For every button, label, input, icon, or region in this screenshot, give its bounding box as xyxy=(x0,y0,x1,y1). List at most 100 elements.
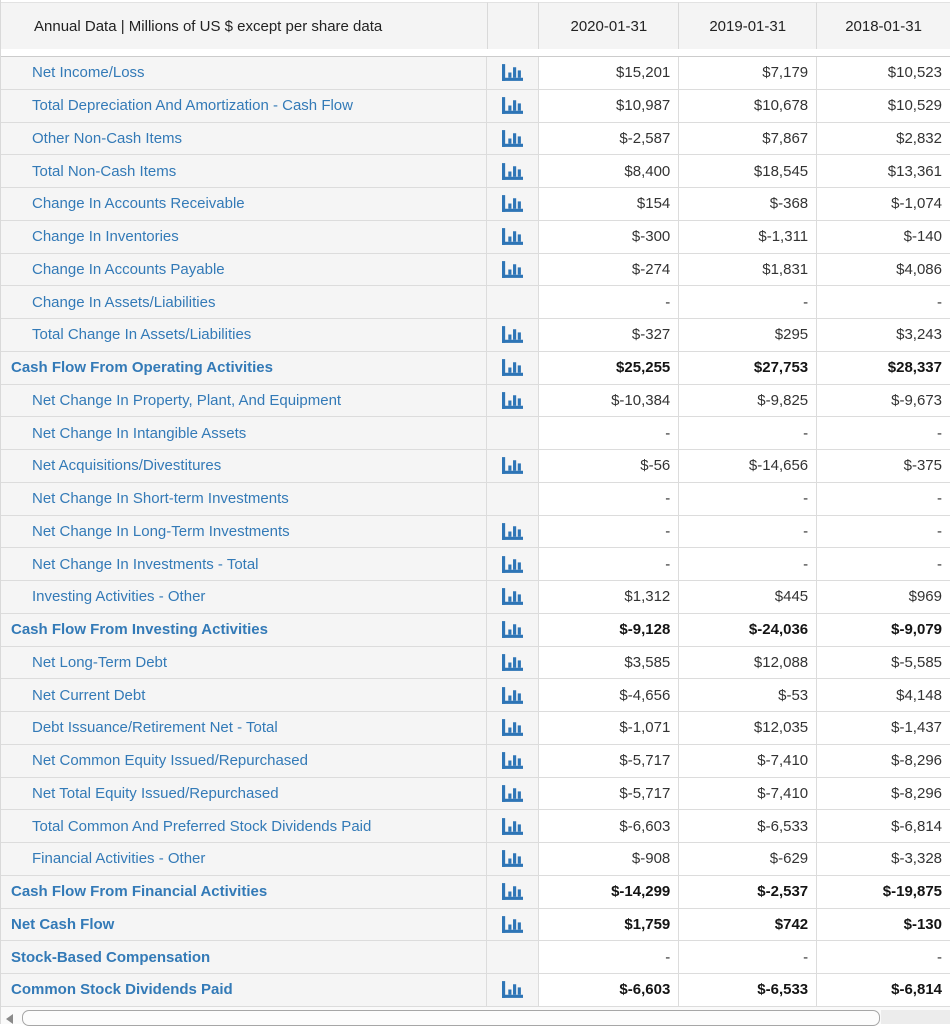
row-label-link[interactable]: Change In Inventories xyxy=(32,228,179,246)
chart-link[interactable] xyxy=(502,653,524,671)
row-label-link[interactable]: Net Long-Term Debt xyxy=(32,653,168,671)
chart-link[interactable] xyxy=(502,522,524,540)
horizontal-scrollbar[interactable] xyxy=(1,1007,950,1026)
value-cell: $-5,585 xyxy=(816,646,950,679)
bar-chart-icon xyxy=(502,522,524,540)
row-label-link[interactable]: Net Change In Intangible Assets xyxy=(32,424,247,442)
chart-link[interactable] xyxy=(502,883,524,901)
row-label-cell: Net Change In Investments - Total xyxy=(1,548,487,580)
value-2020: $-14,299 xyxy=(611,883,671,901)
chart-link[interactable] xyxy=(502,752,524,770)
table-row: Cash Flow From Financial Activities $-14… xyxy=(1,875,950,909)
value-cell: $-3,328 xyxy=(816,843,950,875)
chart-link[interactable] xyxy=(502,228,524,246)
row-label-link[interactable]: Other Non-Cash Items xyxy=(32,129,183,147)
row-label-link[interactable]: Net Change In Property, Plant, And Equip… xyxy=(32,391,342,409)
value-cell: $4,086 xyxy=(816,253,950,286)
value-cell: $-9,128 xyxy=(538,613,678,646)
row-label-link[interactable]: Net Change In Investments - Total xyxy=(32,555,259,573)
value-cell: $-2,537 xyxy=(678,875,816,908)
row-label-link[interactable]: Total Change In Assets/Liabilities xyxy=(32,326,252,344)
chart-link[interactable] xyxy=(502,850,524,868)
row-label-cell: Net Change In Short-term Investments xyxy=(1,482,487,515)
chart-link[interactable] xyxy=(502,260,524,278)
chart-link[interactable] xyxy=(502,915,524,933)
row-label-link[interactable]: Common Stock Dividends Paid xyxy=(11,981,233,999)
row-label-link[interactable]: Net Common Equity Issued/Repurchased xyxy=(32,752,308,770)
table-row: Change In Accounts Payable $-274 $1,831 … xyxy=(1,253,950,287)
value-2019: $-1,311 xyxy=(758,228,809,246)
row-label-link[interactable]: Net Change In Short-term Investments xyxy=(32,490,289,508)
value-2020: $-56 xyxy=(640,457,671,475)
chart-link[interactable] xyxy=(502,162,524,180)
chart-link[interactable] xyxy=(502,555,524,573)
value-2018: - xyxy=(937,490,942,508)
row-label-link[interactable]: Net Change In Long-Term Investments xyxy=(32,522,290,540)
chart-link[interactable] xyxy=(502,195,524,213)
value-2020: - xyxy=(665,293,671,311)
value-2019: $-7,410 xyxy=(757,752,809,770)
value-cell: $-5,717 xyxy=(538,744,678,777)
row-label-link[interactable]: Net Cash Flow xyxy=(11,915,115,933)
bar-chart-icon xyxy=(502,784,524,802)
row-label-link[interactable]: Net Income/Loss xyxy=(32,64,145,82)
value-2019: $7,179 xyxy=(762,64,809,82)
value-cell: - xyxy=(538,941,678,973)
table-row: Change In Inventories $-300 $-1,311 $-14… xyxy=(1,220,950,254)
value-cell: $-56 xyxy=(538,450,678,482)
chart-icon-cell xyxy=(486,777,539,810)
chart-link[interactable] xyxy=(502,391,524,409)
value-2018: $-1,437 xyxy=(891,719,942,737)
value-2018: $-1,074 xyxy=(891,195,942,213)
row-label-link[interactable]: Total Depreciation And Amortization - Ca… xyxy=(32,97,353,115)
chart-link[interactable] xyxy=(502,686,524,704)
row-label-link[interactable]: Net Current Debt xyxy=(32,686,146,704)
row-label-cell: Total Common And Preferred Stock Dividen… xyxy=(1,810,487,842)
chart-link[interactable] xyxy=(502,981,524,999)
chart-icon-cell xyxy=(486,351,539,384)
row-label-link[interactable]: Cash Flow From Financial Activities xyxy=(11,883,268,901)
row-label-link[interactable]: Change In Accounts Payable xyxy=(32,260,225,278)
chart-link[interactable] xyxy=(502,457,524,475)
row-label-link[interactable]: Stock-Based Compensation xyxy=(11,948,211,966)
row-label-link[interactable]: Net Total Equity Issued/Repurchased xyxy=(32,784,279,802)
row-label-link[interactable]: Investing Activities - Other xyxy=(32,588,206,606)
chart-link[interactable] xyxy=(502,97,524,115)
chart-icon-cell xyxy=(486,581,539,613)
value-2019: $18,545 xyxy=(753,162,809,180)
value-2018: $-140 xyxy=(903,228,942,246)
row-label-link[interactable]: Debt Issuance/Retirement Net - Total xyxy=(32,719,278,737)
chart-link[interactable] xyxy=(502,784,524,802)
row-label-cell: Net Total Equity Issued/Repurchased xyxy=(1,777,487,810)
row-label-cell: Common Stock Dividends Paid xyxy=(1,974,487,1006)
row-label-link[interactable]: Total Non-Cash Items xyxy=(32,162,177,180)
value-cell: $18,545 xyxy=(678,155,816,187)
chart-link[interactable] xyxy=(502,129,524,147)
value-cell: - xyxy=(678,417,816,449)
chart-link[interactable] xyxy=(502,588,524,606)
row-label-link[interactable]: Net Acquisitions/Divestitures xyxy=(32,457,222,475)
value-2019: $-6,533 xyxy=(757,981,809,999)
bar-chart-icon xyxy=(502,162,524,180)
chart-icon-cell xyxy=(486,548,539,580)
chart-link[interactable] xyxy=(502,719,524,737)
row-label-link[interactable]: Financial Activities - Other xyxy=(32,850,206,868)
left-arrow-icon[interactable] xyxy=(6,1014,13,1024)
row-label-link[interactable]: Change In Accounts Receivable xyxy=(32,195,245,213)
row-label-link[interactable]: Cash Flow From Investing Activities xyxy=(11,621,268,639)
value-2018: $-8,296 xyxy=(891,752,942,770)
chart-link[interactable] xyxy=(502,817,524,835)
row-label-link[interactable]: Total Common And Preferred Stock Dividen… xyxy=(32,817,372,835)
scrollbar-track[interactable] xyxy=(881,1010,950,1024)
value-2018: $4,086 xyxy=(896,260,942,278)
chart-link[interactable] xyxy=(502,64,524,82)
chart-link[interactable] xyxy=(502,326,524,344)
row-label-link[interactable]: Change In Assets/Liabilities xyxy=(32,293,216,311)
chart-link[interactable] xyxy=(502,359,524,377)
chart-link[interactable] xyxy=(502,621,524,639)
value-2020: $-2,587 xyxy=(619,129,671,147)
row-label-link[interactable]: Cash Flow From Operating Activities xyxy=(11,359,273,377)
table-row: Net Change In Long-Term Investments - - … xyxy=(1,515,950,549)
chart-icon-cell xyxy=(486,450,539,482)
value-2020: - xyxy=(665,555,671,573)
